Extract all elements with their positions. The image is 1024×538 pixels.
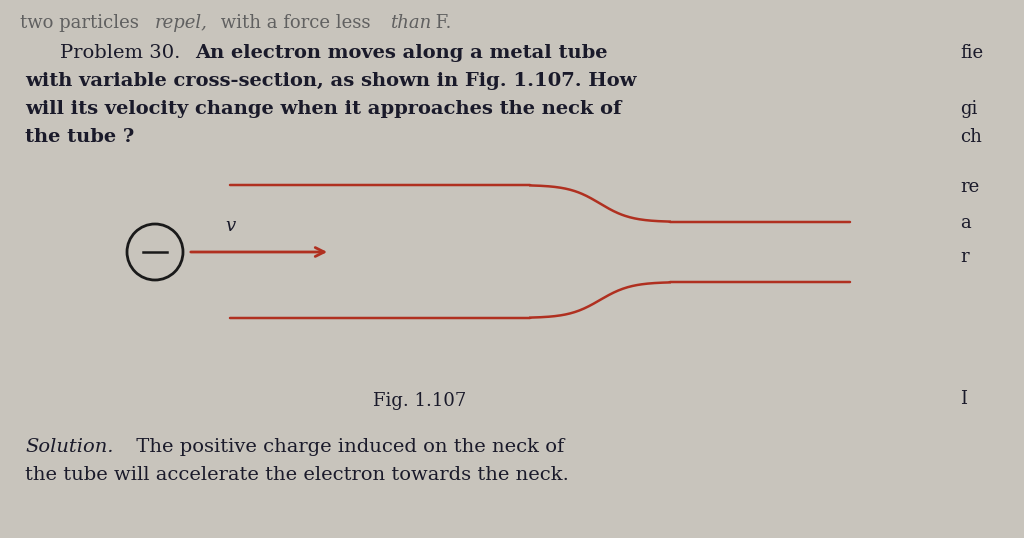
- Text: An electron moves along a metal tube: An electron moves along a metal tube: [195, 44, 607, 62]
- Text: will its velocity change when it approaches the neck of: will its velocity change when it approac…: [25, 100, 622, 118]
- Circle shape: [127, 224, 183, 280]
- Text: the tube will accelerate the electron towards the neck.: the tube will accelerate the electron to…: [25, 466, 569, 484]
- Text: r: r: [961, 248, 969, 266]
- Text: gi: gi: [961, 100, 977, 118]
- Text: v: v: [225, 217, 236, 235]
- Text: Problem 30.: Problem 30.: [60, 44, 180, 62]
- Text: than: than: [390, 14, 431, 32]
- Text: the tube ?: the tube ?: [25, 128, 134, 146]
- Text: F.: F.: [430, 14, 452, 32]
- Text: I: I: [961, 390, 967, 408]
- Text: re: re: [961, 178, 979, 196]
- Text: ch: ch: [961, 128, 982, 146]
- Text: a: a: [961, 214, 971, 232]
- Text: Fig. 1.107: Fig. 1.107: [374, 392, 467, 410]
- Text: The positive charge induced on the neck of: The positive charge induced on the neck …: [130, 438, 564, 456]
- Text: fie: fie: [961, 44, 983, 62]
- Text: with variable cross-section, as shown in Fig. 1.107. How: with variable cross-section, as shown in…: [25, 72, 637, 90]
- Text: repel,: repel,: [155, 14, 208, 32]
- Text: Solution.: Solution.: [25, 438, 114, 456]
- Text: with a force less: with a force less: [215, 14, 376, 32]
- Text: two particles: two particles: [20, 14, 144, 32]
